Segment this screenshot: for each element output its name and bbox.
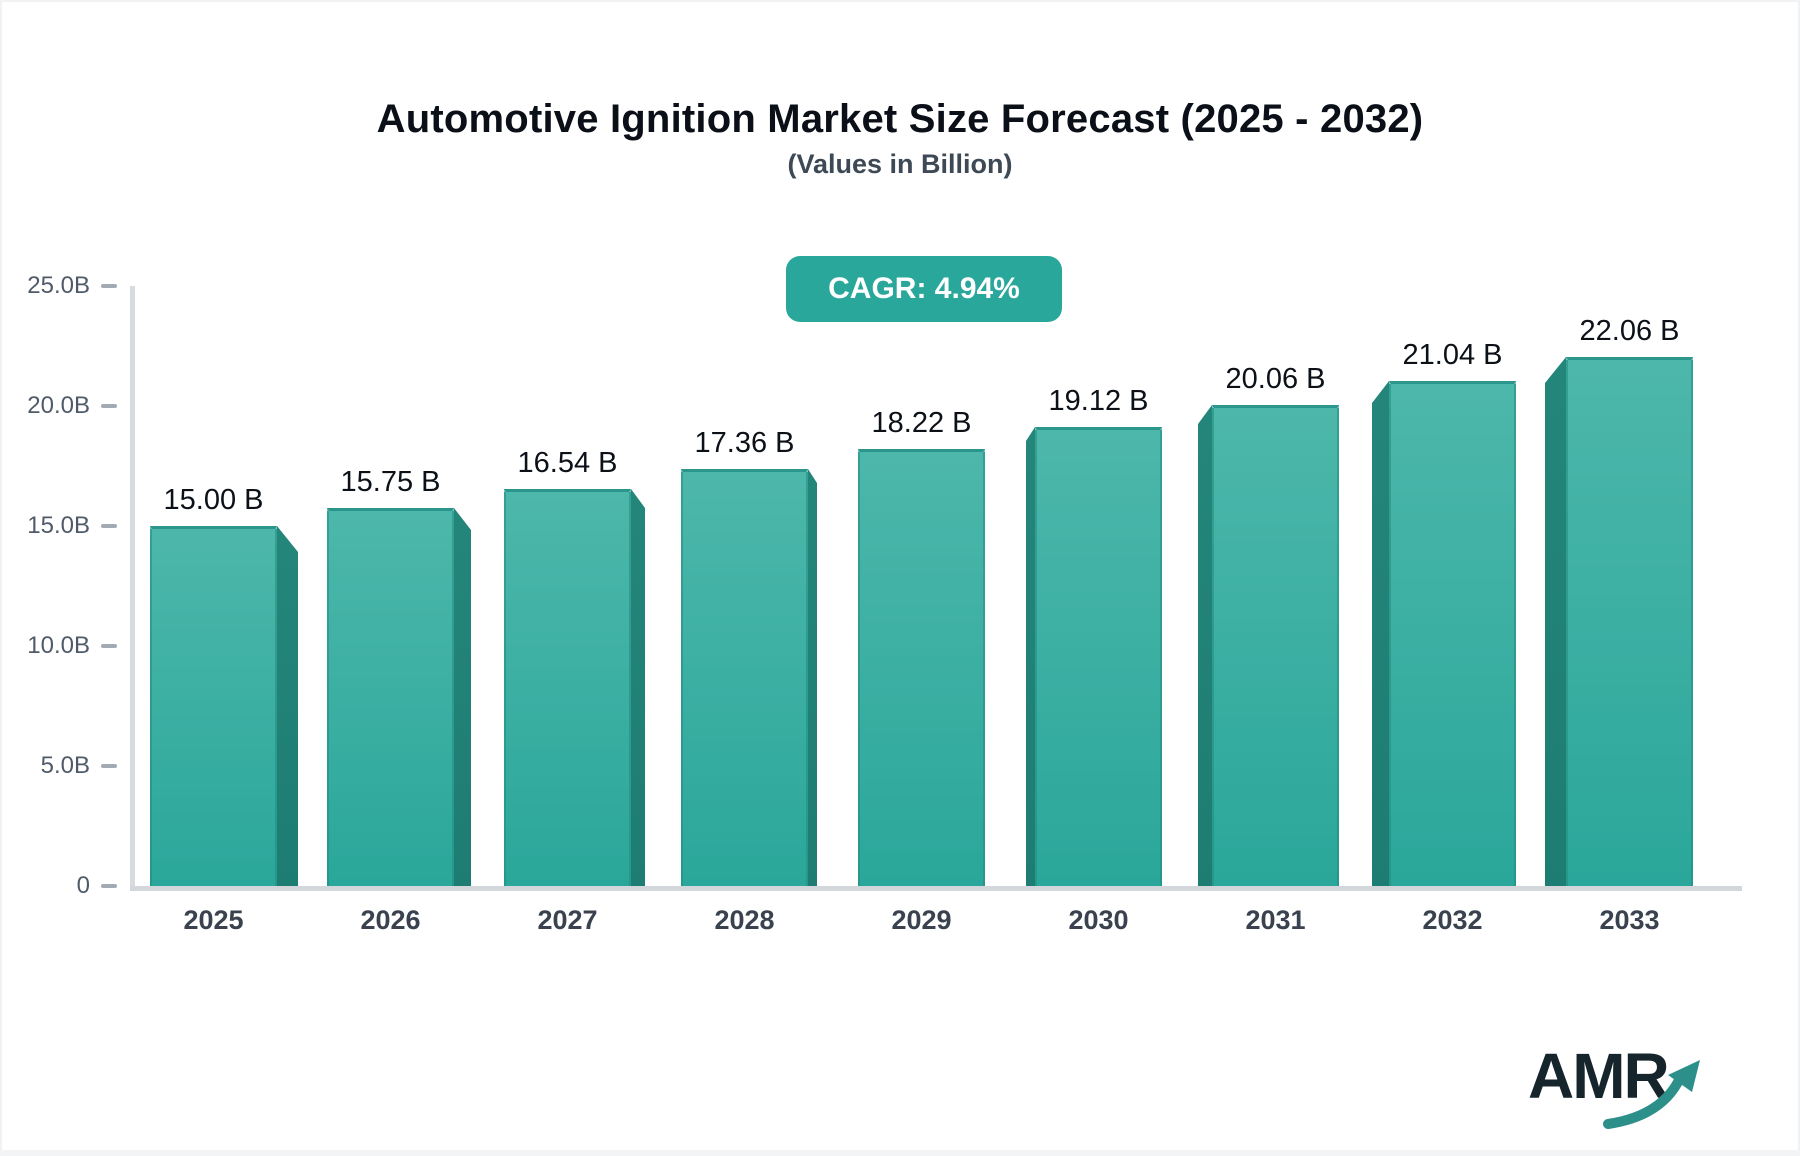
bar-value-label: 15.75 B [340, 466, 441, 498]
y-tick-label: 15.0B [27, 512, 90, 539]
x-tick-label: 2025 [183, 905, 244, 935]
x-tick-label: 2026 [360, 905, 421, 935]
x-tick-label: 2031 [1245, 905, 1306, 935]
bar-2030: 19.12 B [1026, 387, 1162, 886]
x-tick-label: 2029 [891, 905, 952, 935]
bar-2032: 21.04 B [1372, 341, 1516, 886]
bar-side [808, 469, 817, 886]
bar-face [327, 508, 454, 886]
cagr-badge-label: CAGR: 4.94% [828, 272, 1020, 305]
y-tick-label: 25.0B [27, 272, 90, 299]
bar-2028: 17.36 B [681, 429, 817, 886]
x-tick-label: 2032 [1422, 905, 1483, 935]
y-tick-dash [101, 524, 117, 528]
bar-value-label: 16.54 B [517, 447, 618, 479]
chart-subtitle: (Values in Billion) [787, 149, 1013, 179]
x-tick-label: 2027 [537, 905, 598, 935]
bar-value-label: 21.04 B [1402, 339, 1503, 371]
amr-logo-text: AMR [1528, 1040, 1669, 1112]
x-tick-label: 2028 [714, 905, 775, 935]
bar-value-label: 17.36 B [694, 427, 795, 459]
bar-face [681, 469, 808, 886]
y-tick-label: 10.0B [27, 632, 90, 659]
bar-2027: 16.54 B [504, 449, 645, 886]
bar-value-label: 18.22 B [871, 407, 972, 439]
bar-side [1198, 405, 1212, 886]
y-tick-dash [101, 644, 117, 648]
bar-value-label: 15.00 B [163, 484, 264, 516]
bar-face [858, 449, 985, 886]
bar-2033: 22.06 B [1545, 317, 1693, 886]
y-tick-dash [101, 764, 117, 768]
bar-2031: 20.06 B [1198, 365, 1339, 886]
bar-face [150, 526, 277, 886]
bar-face [1566, 357, 1693, 886]
bar-face [1389, 381, 1516, 886]
amr-logo-arrow-head [1668, 1060, 1700, 1092]
bar-side [1026, 427, 1035, 886]
bar-side [631, 489, 645, 886]
bar-side [454, 508, 471, 886]
x-tick-label: 2033 [1599, 905, 1660, 935]
y-axis-line [130, 286, 135, 887]
bar-face [1212, 405, 1339, 886]
cagr-badge: CAGR: 4.94% [786, 256, 1062, 322]
y-tick-dash [101, 884, 117, 888]
bar-side [1545, 357, 1566, 886]
y-tick-dash [101, 284, 117, 288]
bar-2026: 15.75 B [327, 468, 471, 886]
bar-face [504, 489, 631, 886]
bar-value-label: 22.06 B [1579, 315, 1680, 347]
x-axis-baseline [130, 886, 1742, 891]
y-tick-dash [101, 404, 117, 408]
bar-value-label: 19.12 B [1048, 385, 1149, 417]
amr-logo-arrow-swoosh [1603, 1073, 1685, 1129]
amr-logo: AMR [1528, 1040, 1700, 1129]
bar-value-label: 20.06 B [1225, 363, 1326, 395]
y-tick-label: 5.0B [40, 752, 90, 779]
bar-2025: 15.00 B [150, 486, 298, 886]
bar-side [277, 526, 298, 886]
bar-face [1035, 427, 1162, 886]
y-tick-label: 20.0B [27, 392, 90, 419]
bar-side [1372, 381, 1389, 886]
y-tick-label: 0 [76, 872, 90, 899]
bar-2029: 18.22 B [858, 409, 985, 886]
x-tick-label: 2030 [1068, 905, 1129, 935]
chart-title: Automotive Ignition Market Size Forecast… [376, 97, 1424, 141]
